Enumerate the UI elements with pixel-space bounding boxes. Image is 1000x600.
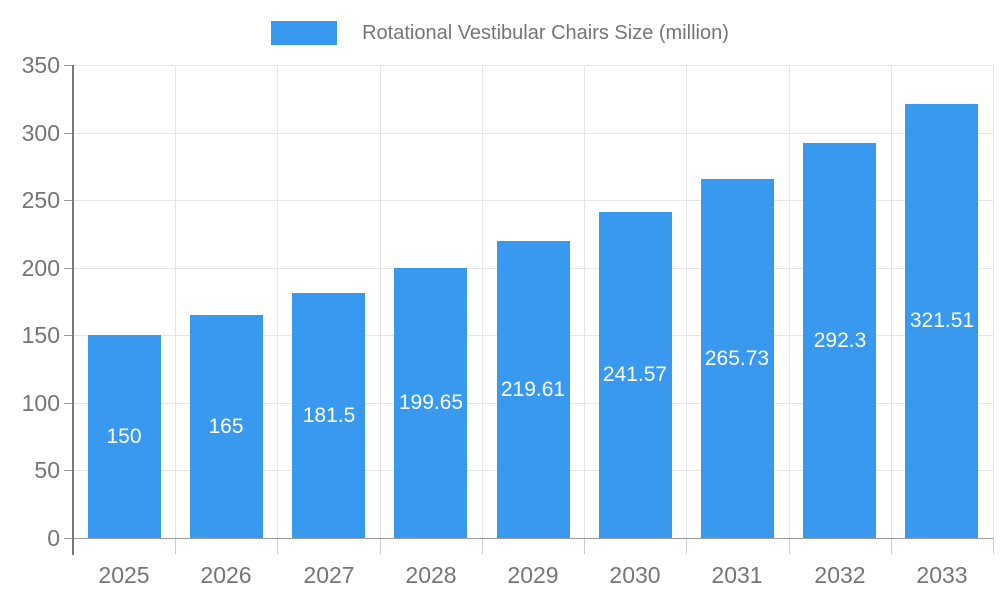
x-tick-label: 2033 bbox=[916, 562, 968, 588]
x-tick-mark bbox=[789, 538, 790, 554]
x-tick-mark bbox=[277, 538, 278, 554]
x-tick-label: 2032 bbox=[814, 562, 866, 588]
y-tick-label: 100 bbox=[21, 390, 60, 416]
bar bbox=[292, 293, 365, 538]
bar bbox=[599, 212, 672, 538]
gridline-vertical bbox=[686, 65, 687, 538]
x-tick-mark bbox=[175, 538, 176, 554]
legend: Rotational Vestibular Chairs Size (milli… bbox=[0, 13, 1000, 53]
bar-value-label: 150 bbox=[106, 425, 142, 448]
x-axis-line bbox=[73, 538, 993, 539]
bar bbox=[905, 104, 978, 538]
gridline-horizontal bbox=[73, 65, 993, 66]
gridline-vertical bbox=[993, 65, 994, 538]
x-tick-mark bbox=[993, 538, 994, 554]
x-tick-label: 2029 bbox=[507, 562, 559, 588]
gridline-horizontal bbox=[73, 133, 993, 134]
bar-value-label: 219.61 bbox=[500, 378, 566, 401]
gridline-vertical bbox=[584, 65, 585, 538]
y-tick-label: 350 bbox=[21, 52, 60, 78]
gridline-horizontal bbox=[73, 200, 993, 201]
y-tick-mark bbox=[64, 403, 73, 404]
bar-value-label: 199.65 bbox=[398, 391, 464, 414]
bar-value-label: 241.57 bbox=[602, 363, 668, 386]
y-tick-label: 200 bbox=[21, 255, 60, 281]
y-tick-mark bbox=[64, 200, 73, 201]
x-tick-mark bbox=[584, 538, 585, 554]
x-tick-label: 2026 bbox=[200, 562, 252, 588]
y-tick-label: 0 bbox=[47, 525, 60, 551]
y-tick-mark bbox=[64, 65, 73, 66]
y-tick-mark bbox=[64, 268, 73, 269]
bar-value-label: 292.3 bbox=[813, 329, 867, 352]
gridline-vertical bbox=[482, 65, 483, 538]
x-tick-label: 2027 bbox=[303, 562, 355, 588]
y-tick-label: 300 bbox=[21, 120, 60, 146]
y-tick-mark bbox=[64, 335, 73, 336]
bar bbox=[394, 268, 467, 538]
gridline-vertical bbox=[380, 65, 381, 538]
x-tick-mark bbox=[380, 538, 381, 554]
x-tick-mark bbox=[482, 538, 483, 554]
legend-label: Rotational Vestibular Chairs Size (milli… bbox=[362, 21, 729, 44]
y-axis-line bbox=[72, 65, 74, 555]
gridline-vertical bbox=[891, 65, 892, 538]
bar bbox=[701, 179, 774, 538]
x-tick-label: 2030 bbox=[609, 562, 661, 588]
x-tick-mark bbox=[891, 538, 892, 554]
gridline-vertical bbox=[789, 65, 790, 538]
x-tick-label: 2031 bbox=[711, 562, 763, 588]
y-tick-mark bbox=[64, 470, 73, 471]
legend-swatch bbox=[271, 21, 338, 45]
y-tick-mark bbox=[64, 538, 73, 539]
bar bbox=[88, 335, 161, 538]
bar-value-label: 321.51 bbox=[909, 309, 975, 332]
y-tick-label: 50 bbox=[34, 457, 60, 483]
bar bbox=[497, 241, 570, 538]
x-tick-mark bbox=[686, 538, 687, 554]
bar-value-label: 165 bbox=[208, 415, 244, 438]
gridline-vertical bbox=[277, 65, 278, 538]
y-tick-mark bbox=[64, 133, 73, 134]
y-tick-label: 250 bbox=[21, 187, 60, 213]
x-tick-label: 2028 bbox=[405, 562, 457, 588]
y-tick-label: 150 bbox=[21, 322, 60, 348]
x-tick-label: 2025 bbox=[98, 562, 150, 588]
bar-value-label: 265.73 bbox=[704, 347, 770, 370]
gridline-vertical bbox=[175, 65, 176, 538]
bar bbox=[190, 315, 263, 538]
bar bbox=[803, 143, 876, 538]
bar-value-label: 181.5 bbox=[302, 404, 356, 427]
